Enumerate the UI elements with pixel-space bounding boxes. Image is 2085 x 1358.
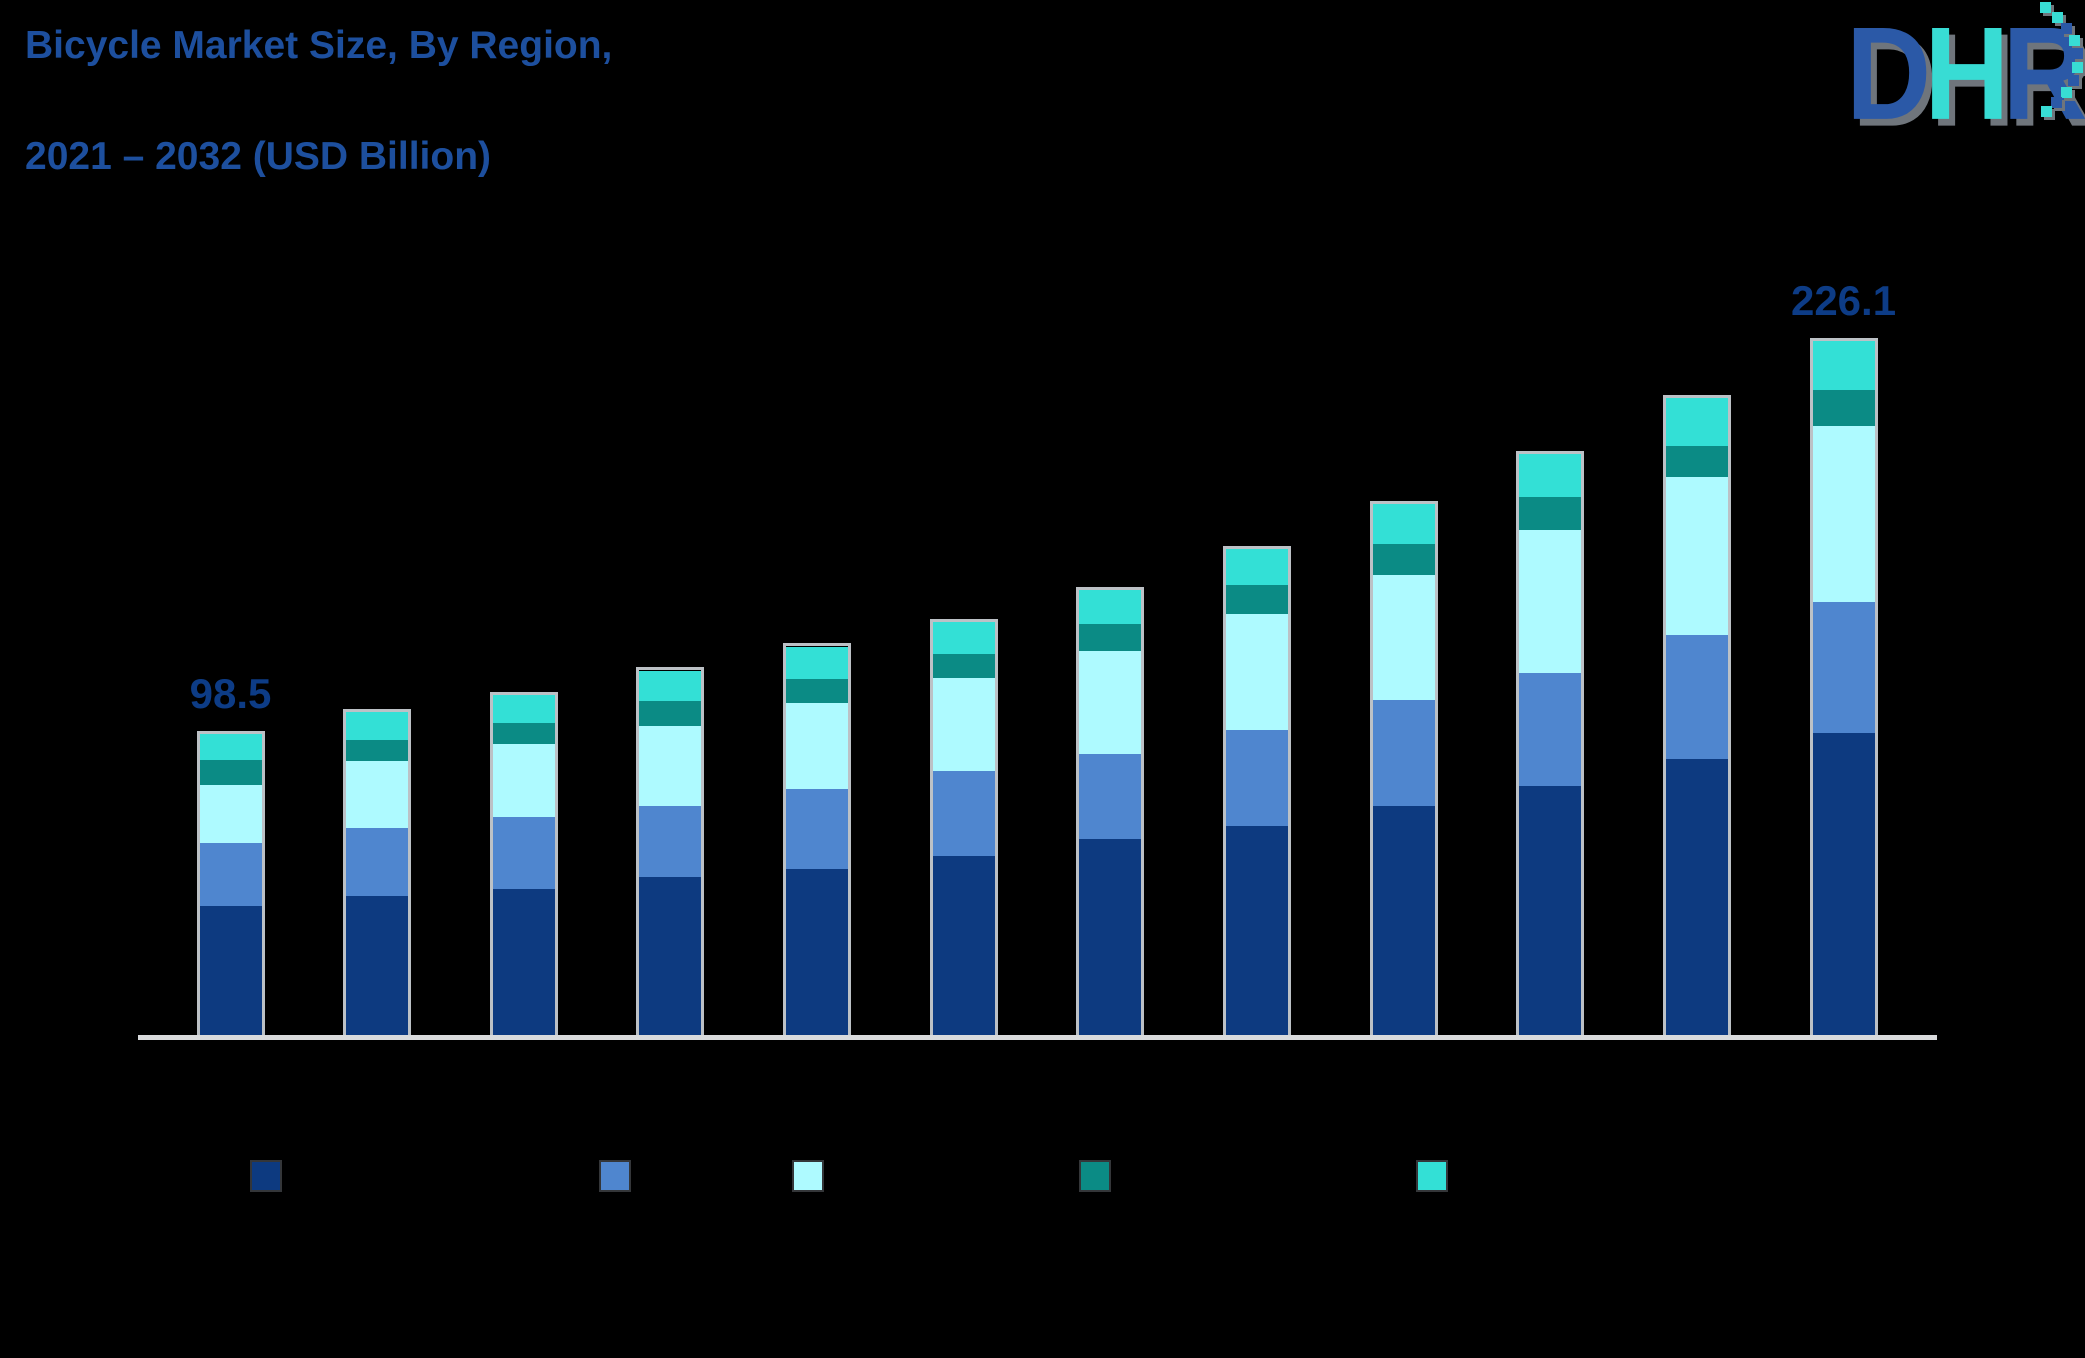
segment-series-blue-2029 [1372,700,1435,806]
bar-2025 [783,643,852,1040]
segment-series-blue-2024 [639,805,702,878]
legend-swatch-series-teal [1081,1162,1109,1190]
segment-series-light-cyan-2024 [639,725,702,806]
logo-pixel-square [2061,87,2072,98]
segment-series-blue-2027 [1079,753,1142,840]
segment-series-turquoise-2024 [639,670,702,701]
segment-series-teal-2024 [639,700,702,726]
bar-2031 [1662,395,1731,1040]
segment-series-turquoise-2026 [932,622,995,654]
legend-swatch-series-navy [252,1162,280,1190]
bar-2026 [929,619,998,1040]
segment-series-navy-2022 [346,895,409,1037]
segment-series-navy-2024 [639,877,702,1037]
segment-series-teal-2031 [1665,446,1728,478]
bar-2028 [1222,546,1291,1040]
segment-series-turquoise-2029 [1372,503,1435,545]
bar-2021 [196,730,265,1041]
segment-series-light-cyan-2026 [932,677,995,771]
segment-series-navy-2029 [1372,805,1435,1037]
segment-series-light-cyan-2032 [1812,425,1875,603]
segment-series-blue-2025 [786,788,849,869]
segment-series-light-cyan-2022 [346,760,409,828]
segment-series-teal-2021 [199,759,262,785]
legend-swatch-series-light-cyan [794,1162,822,1190]
legend-swatch-series-blue [601,1162,629,1190]
segment-series-light-cyan-2029 [1372,574,1435,701]
logo-pixel-square [2072,62,2083,73]
bar-2023 [489,692,558,1040]
bar-2029 [1369,500,1438,1041]
segment-series-blue-2026 [932,770,995,856]
logo-pixel-square [2061,23,2072,34]
segment-series-teal-2030 [1519,497,1582,531]
chart-title: Bicycle Market Size, By Region, 2021 – 2… [25,18,612,184]
segment-series-light-cyan-2030 [1519,530,1582,673]
segment-series-blue-2023 [492,817,555,889]
segment-series-teal-2023 [492,722,555,745]
segment-series-blue-2021 [199,842,262,906]
segment-series-light-cyan-2027 [1079,650,1142,754]
value-label-2021: 98.5 [189,669,272,717]
logo-pixel-square [2068,75,2079,86]
logo-pixel-square [2052,12,2063,23]
segment-series-navy-2030 [1519,785,1582,1037]
logo-letter-h: H [1924,0,2009,148]
segment-series-turquoise-2027 [1079,590,1142,624]
segment-series-turquoise-2022 [346,711,409,741]
segment-series-teal-2022 [346,740,409,761]
bar-2027 [1076,587,1145,1040]
segment-series-navy-2023 [492,888,555,1037]
segment-series-teal-2032 [1812,390,1875,426]
segment-series-blue-2022 [346,827,409,896]
segment-series-navy-2027 [1079,839,1142,1037]
segment-series-blue-2028 [1225,729,1288,827]
legend-swatch-series-turquoise [1418,1162,1446,1190]
segment-series-navy-2028 [1225,826,1288,1037]
chart-title-line1: Bicycle Market Size, By Region, [25,24,613,67]
bar-2024 [636,667,705,1040]
segment-series-light-cyan-2023 [492,744,555,818]
dhr-logo-letters: DHR [1846,8,2085,140]
segment-series-turquoise-2021 [199,733,262,760]
bar-2032 [1809,337,1878,1041]
segment-series-turquoise-2030 [1519,454,1582,498]
segment-series-navy-2025 [786,868,849,1037]
segment-series-turquoise-2032 [1812,340,1875,391]
segment-series-teal-2026 [932,653,995,678]
segment-series-navy-2026 [932,855,995,1037]
segment-series-teal-2028 [1225,584,1288,615]
logo-pixel-square [2069,35,2080,46]
segment-series-blue-2031 [1665,634,1728,760]
segment-series-light-cyan-2031 [1665,477,1728,635]
logo-pixel-square [2051,97,2062,108]
logo-pixel-square [2041,106,2052,117]
segment-series-turquoise-2031 [1665,398,1728,447]
segment-series-navy-2021 [199,905,262,1037]
segment-series-blue-2032 [1812,602,1875,734]
logo-pixel-square [2040,2,2051,13]
chart-title-line2: 2021 – 2032 (USD Billion) [25,134,492,178]
dhr-logo: DHR [1840,2,2085,156]
segment-series-navy-2032 [1812,733,1875,1037]
segment-series-light-cyan-2028 [1225,614,1288,730]
segment-series-teal-2027 [1079,623,1142,651]
logo-pixel-square [2072,48,2083,59]
segment-series-light-cyan-2025 [786,703,849,789]
bar-2022 [343,708,412,1041]
segment-series-navy-2031 [1665,759,1728,1037]
segment-series-teal-2025 [786,678,849,704]
segment-series-turquoise-2025 [786,646,849,679]
segment-series-light-cyan-2021 [199,784,262,843]
logo-letter-d: D [1846,0,1931,148]
value-label-2032: 226.1 [1790,276,1897,324]
segment-series-turquoise-2028 [1225,549,1288,585]
x-axis-line [138,1035,1937,1040]
bar-2030 [1516,451,1585,1040]
segment-series-teal-2029 [1372,544,1435,575]
segment-series-turquoise-2023 [492,695,555,723]
segment-series-blue-2030 [1519,672,1582,786]
